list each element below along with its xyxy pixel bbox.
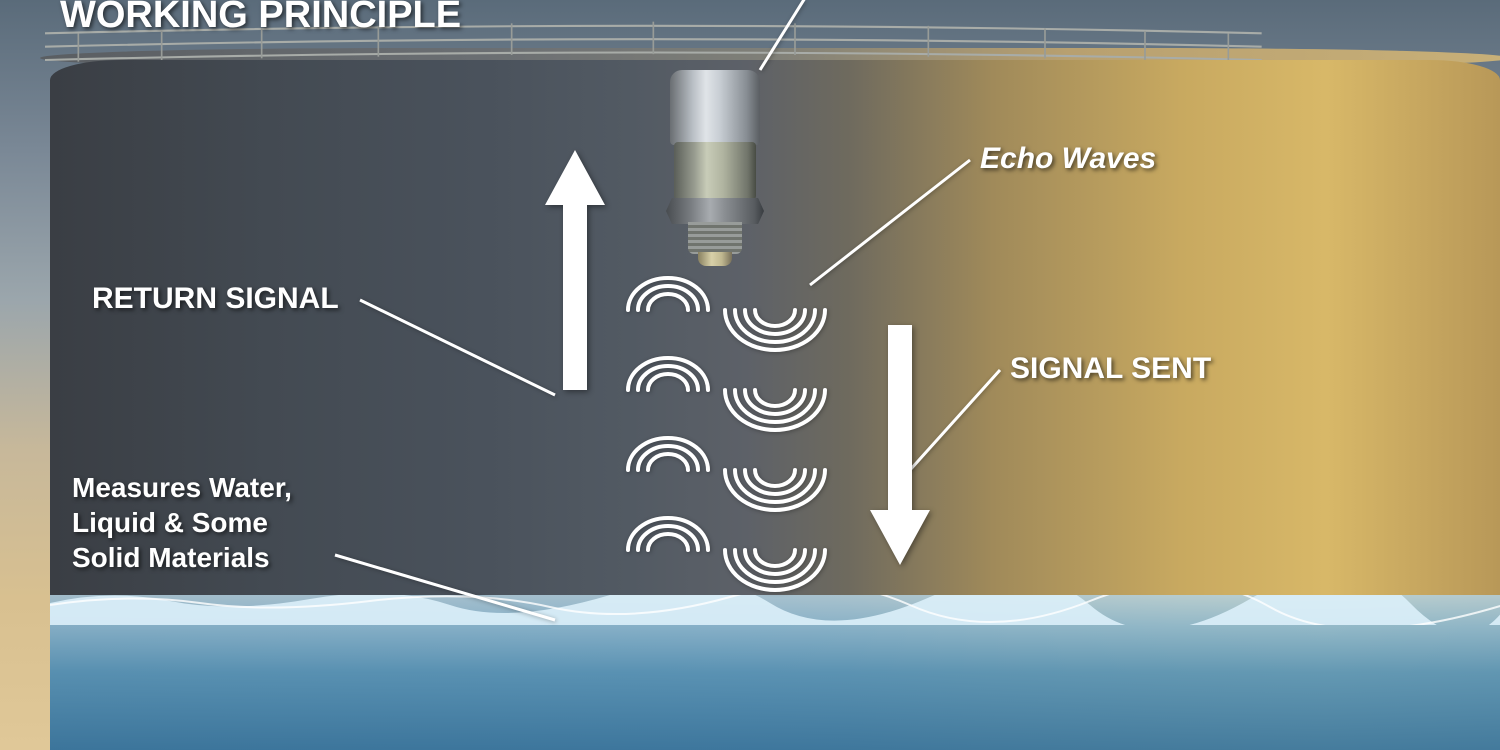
echo-waves-label: Echo Waves: [980, 140, 1156, 178]
infographic-scene: WORKING PRINCIPLE RETURN SIGNAL Echo Wav…: [0, 0, 1500, 750]
return-signal-label: RETURN SIGNAL: [92, 280, 339, 318]
signal-waves-column: [0, 0, 1500, 750]
measures-label: Measures Water, Liquid & Some Solid Mate…: [72, 470, 292, 575]
title-label: WORKING PRINCIPLE: [60, 0, 461, 40]
signal-sent-label: SIGNAL SENT: [1010, 350, 1211, 388]
